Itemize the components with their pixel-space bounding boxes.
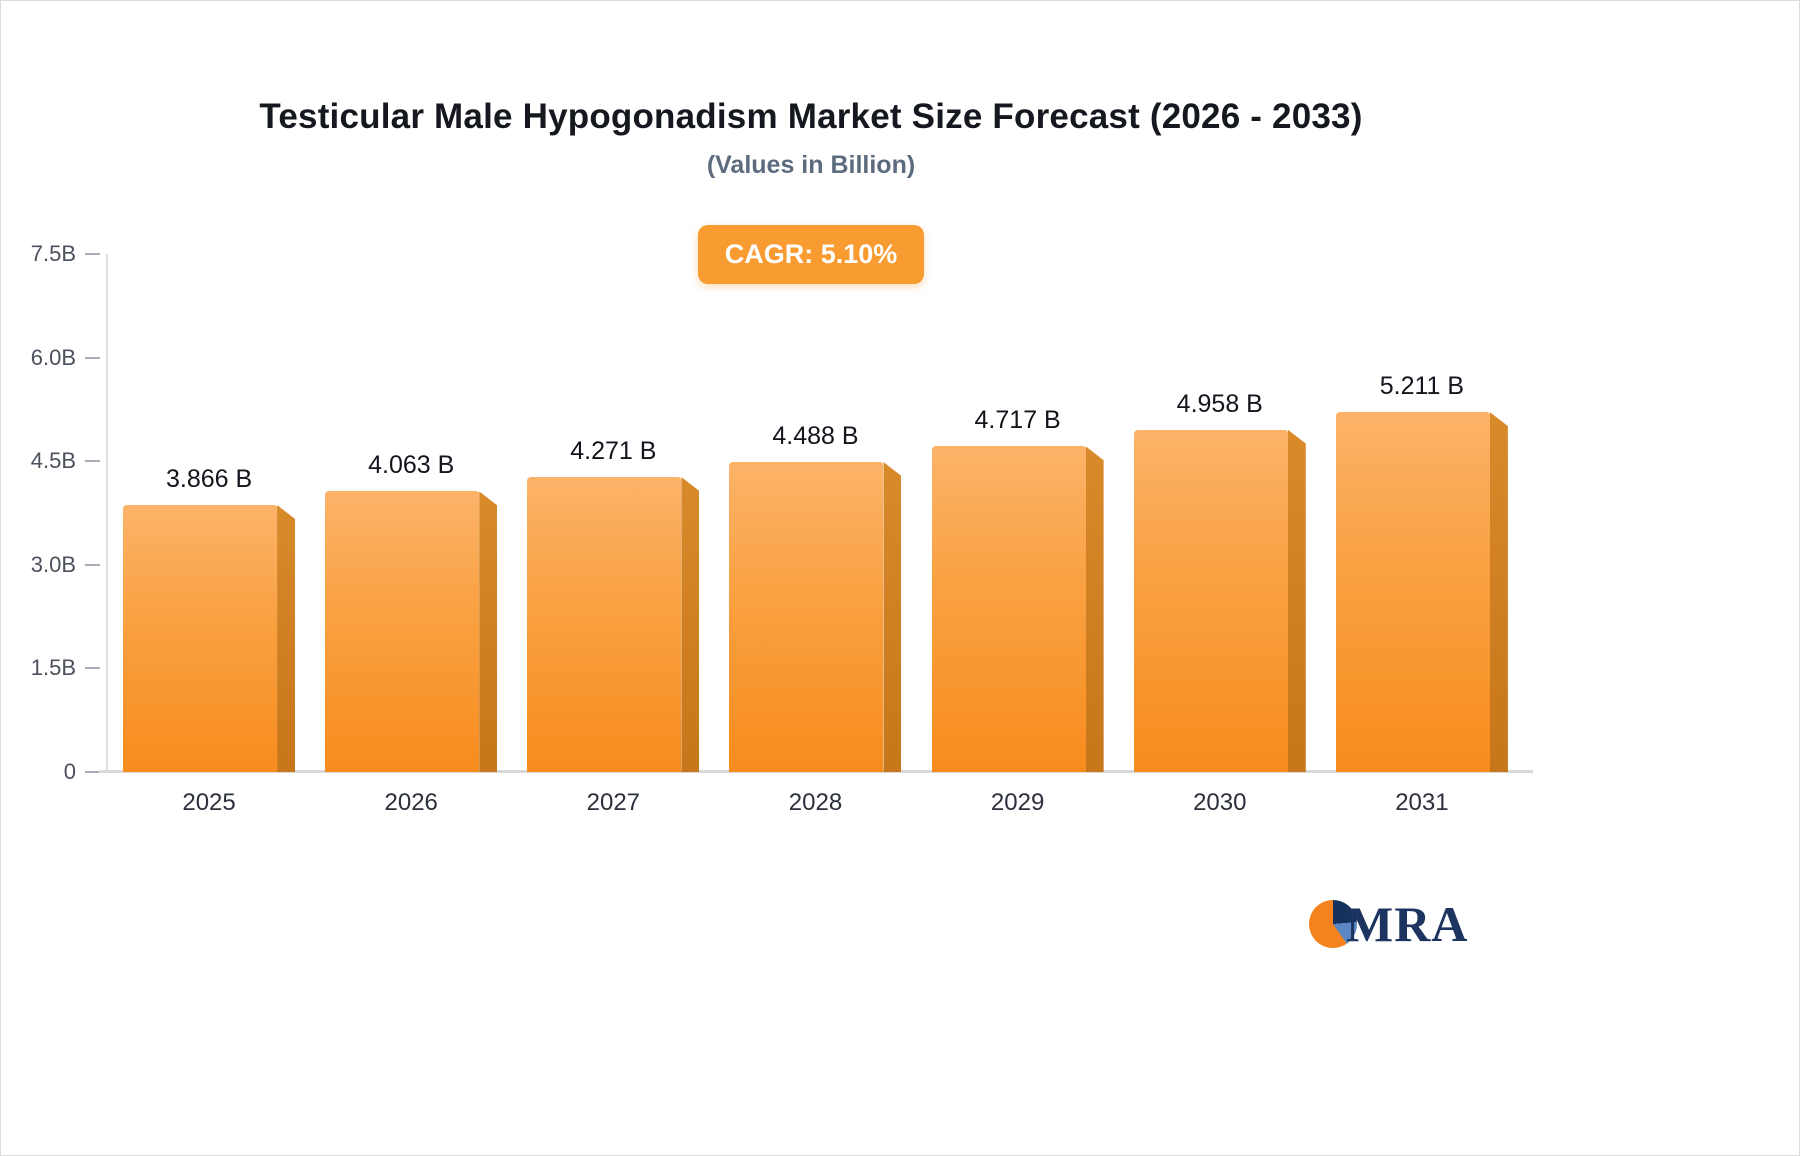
x-axis-label: 2028: [788, 789, 843, 816]
y-axis-tick: 3.0B: [31, 552, 100, 578]
bar: [729, 462, 902, 772]
bar-group: 4.958 B 2030: [1119, 254, 1321, 816]
x-axis-label: 2031: [1395, 789, 1449, 816]
bar-value-label: 4.717 B: [974, 406, 1061, 435]
bar-group: 4.717 B 2029: [917, 254, 1119, 816]
bar-side-shadow: [1287, 429, 1306, 772]
bar-face: [931, 446, 1086, 772]
y-tick-label: 7.5B: [30, 241, 76, 266]
plot-area: 3.866 B 2025 4.063 B 2026 4.271 B 2027 4.488 B…: [106, 254, 1523, 816]
bar-value-label: 5.211 B: [1379, 372, 1465, 401]
bar-value-label: 4.958 B: [1176, 389, 1263, 418]
bar: [931, 446, 1104, 772]
y-tick-label: 0: [63, 759, 76, 784]
x-axis-label: 2026: [384, 789, 438, 816]
y-tick-mark: [85, 356, 100, 359]
y-tick-mark: [85, 563, 100, 566]
chart-subtitle: (Values in Billion): [706, 151, 916, 179]
bar-side-shadow: [277, 505, 296, 772]
y-tick-mark: [85, 253, 100, 255]
mra-logo-icon: [1309, 900, 1357, 948]
y-tick-label: 3.0B: [30, 551, 76, 577]
bar-face: [729, 462, 884, 772]
bar-group: 3.866 B 2025: [108, 254, 310, 816]
x-axis-label: 2029: [990, 789, 1045, 816]
bar-face: [1335, 412, 1490, 772]
bar-face: [325, 491, 480, 772]
bar-face: [1133, 429, 1288, 772]
y-tick-label: 4.5B: [30, 448, 76, 474]
y-axis-tick: 7.5B: [31, 241, 100, 267]
bar-group: 4.488 B 2028: [714, 254, 916, 816]
bar-side-shadow: [883, 462, 902, 772]
bar-group: 5.211 B 2031: [1321, 254, 1523, 816]
bar-value-label: 4.271 B: [570, 437, 657, 466]
bar: [325, 491, 498, 772]
y-tick-mark: [85, 667, 100, 670]
y-axis: 7.5B 6.0B 4.5B 3.0B 1.5B 0: [1, 241, 104, 784]
y-tick-mark: [85, 771, 100, 773]
y-axis-tick: 1.5B: [31, 655, 100, 681]
bar-side-shadow: [1085, 446, 1104, 772]
bar-face: [527, 477, 682, 772]
bar-side-shadow: [681, 477, 700, 772]
y-tick-label: 1.5B: [30, 655, 76, 681]
bar-value-label: 4.063 B: [368, 451, 455, 480]
bar-face: [123, 505, 278, 772]
bar: [1133, 429, 1306, 772]
mra-logo: MRA: [1309, 899, 1468, 949]
bar-value-label: 3.866 B: [165, 465, 253, 493]
chart-title: Testicular Male Hypogonadism Market Size…: [259, 97, 1363, 136]
y-axis-tick: 6.0B: [31, 345, 100, 371]
bar-side-shadow: [1489, 412, 1508, 772]
cagr-badge: CAGR: 5.10%: [697, 225, 925, 284]
y-axis-tick: 0: [64, 759, 100, 785]
cagr-badge-row: CAGR: 5.10%: [1, 225, 1621, 284]
mra-logo-text: MRA: [1346, 896, 1469, 952]
y-tick-label: 6.0B: [30, 344, 76, 370]
bar-group: 4.271 B 2027: [512, 254, 714, 816]
bar-side-shadow: [479, 491, 498, 772]
y-axis-tick: 4.5B: [31, 448, 100, 474]
x-axis-label: 2025: [182, 789, 236, 816]
x-axis-label: 2030: [1193, 789, 1247, 816]
bar: [527, 477, 700, 772]
bar-value-label: 4.488 B: [772, 422, 859, 451]
y-tick-mark: [85, 460, 100, 463]
bar-group: 4.063 B 2026: [310, 254, 512, 816]
bar: [1335, 412, 1508, 772]
x-axis-label: 2027: [586, 789, 641, 816]
bar: [123, 505, 296, 772]
